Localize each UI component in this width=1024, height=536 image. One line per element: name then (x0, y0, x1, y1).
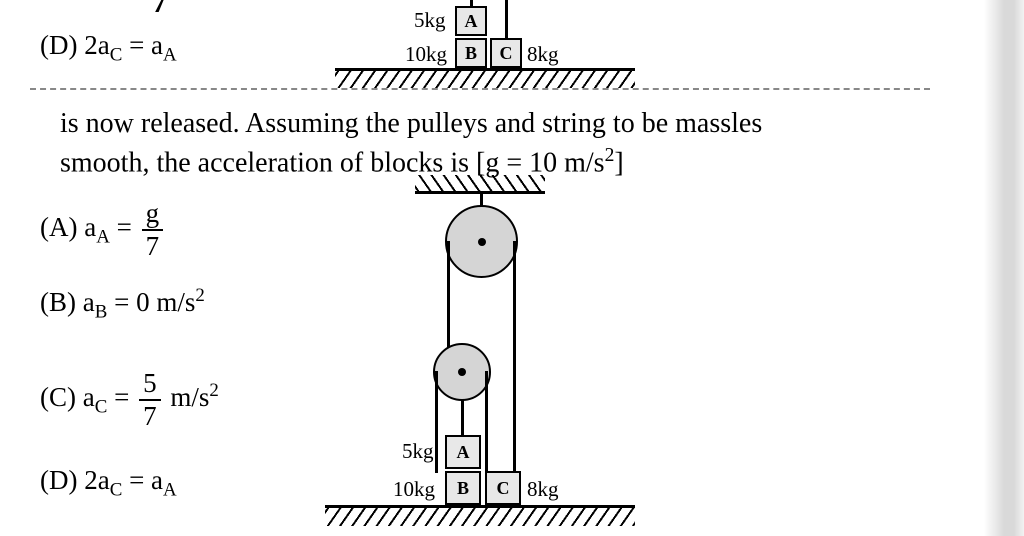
option-b: (B) aB = 0 m/s2 (40, 285, 205, 323)
option-c-unit: m/s (164, 382, 210, 412)
label-5kg: 5kg (402, 439, 434, 464)
lower-pulley (433, 343, 491, 401)
top-diagram: B C A 5kg 10kg 8kg (295, 0, 655, 85)
option-a-den: 7 (142, 231, 164, 260)
prose-line-2a: smooth, the acceleration of blocks is [g… (60, 147, 605, 178)
option-a-frac: g7 (142, 200, 164, 260)
rope-b-top (470, 0, 473, 6)
rope-lower-axle (461, 399, 464, 437)
top-pulley (445, 205, 518, 278)
option-c-exp: 2 (209, 380, 218, 401)
option-c-frac: 57 (139, 370, 161, 430)
option-d-label: (D) (40, 30, 77, 60)
option-c: (C) aC = 57 m/s2 (40, 370, 219, 430)
block-a: A (445, 435, 481, 469)
option-c-den: 7 (139, 401, 161, 430)
fragment-seven: 7 (152, 0, 167, 20)
rope-c-top (505, 0, 508, 38)
option-b-eq: = 0 m/s (107, 287, 195, 317)
option-d-eq-lhs: 2a (84, 30, 109, 60)
option-a-lhs: a (84, 212, 96, 242)
option-d2-label: (D) (40, 465, 77, 495)
option-b-lhs: a (83, 287, 95, 317)
option-c-eq: = (107, 382, 136, 412)
option-c-num: 5 (139, 370, 161, 401)
block-a-top: A (455, 6, 487, 36)
main-diagram: A B C 5kg 10kg 8kg (285, 175, 645, 525)
rope-left-lower (435, 371, 438, 473)
option-d-eq-mid: = a (122, 30, 163, 60)
option-d2-sub-c: C (110, 479, 123, 500)
page: 7 (D) 2aC = aA B C A 5kg 10kg 8kg is now… (0, 0, 1024, 536)
option-b-label: (B) (40, 287, 76, 317)
label-5kg-top: 5kg (414, 8, 446, 33)
option-b-sub: B (95, 301, 108, 322)
ground-hatch (325, 505, 635, 526)
option-b-exp: 2 (195, 285, 204, 306)
rope-right (513, 241, 516, 473)
option-d-sub-a: A (163, 44, 177, 65)
option-d-sub-c: C (110, 44, 123, 65)
option-d2-eq-lhs: 2a (84, 465, 109, 495)
prose-exp: 2 (605, 145, 615, 166)
option-a-num: g (142, 200, 164, 231)
label-8kg-top: 8kg (527, 42, 559, 67)
option-d2-eq-mid: = a (122, 465, 163, 495)
prose-line-2b: ] (614, 147, 623, 178)
label-10kg: 10kg (393, 477, 435, 502)
lower-pulley-dot-icon (458, 368, 466, 376)
rope-mid-lower (485, 371, 488, 473)
option-c-lhs: a (83, 382, 95, 412)
prose-line-1: is now released. Assuming the pulleys an… (60, 108, 762, 140)
pulley-dot-icon (478, 238, 486, 246)
option-a: (A) aA = g7 (40, 200, 166, 260)
ground-hatch-top (335, 68, 635, 88)
block-c: C (485, 471, 521, 505)
block-c-top: C (490, 38, 522, 68)
label-10kg-top: 10kg (405, 42, 447, 67)
option-d-bottom: (D) 2aC = aA (40, 465, 177, 501)
divider-dashed (30, 88, 930, 90)
option-a-label: (A) (40, 212, 77, 242)
option-c-sub: C (95, 397, 108, 418)
option-d2-sub-a: A (163, 479, 177, 500)
block-b-top: B (455, 38, 487, 68)
rope-left-upper (447, 241, 450, 358)
option-d-top: (D) 2aC = aA (40, 30, 177, 66)
option-a-eq: = (110, 212, 139, 242)
block-b: B (445, 471, 481, 505)
page-edge (974, 0, 1024, 536)
option-c-label: (C) (40, 382, 76, 412)
option-a-sub: A (96, 227, 110, 248)
label-8kg: 8kg (527, 477, 559, 502)
